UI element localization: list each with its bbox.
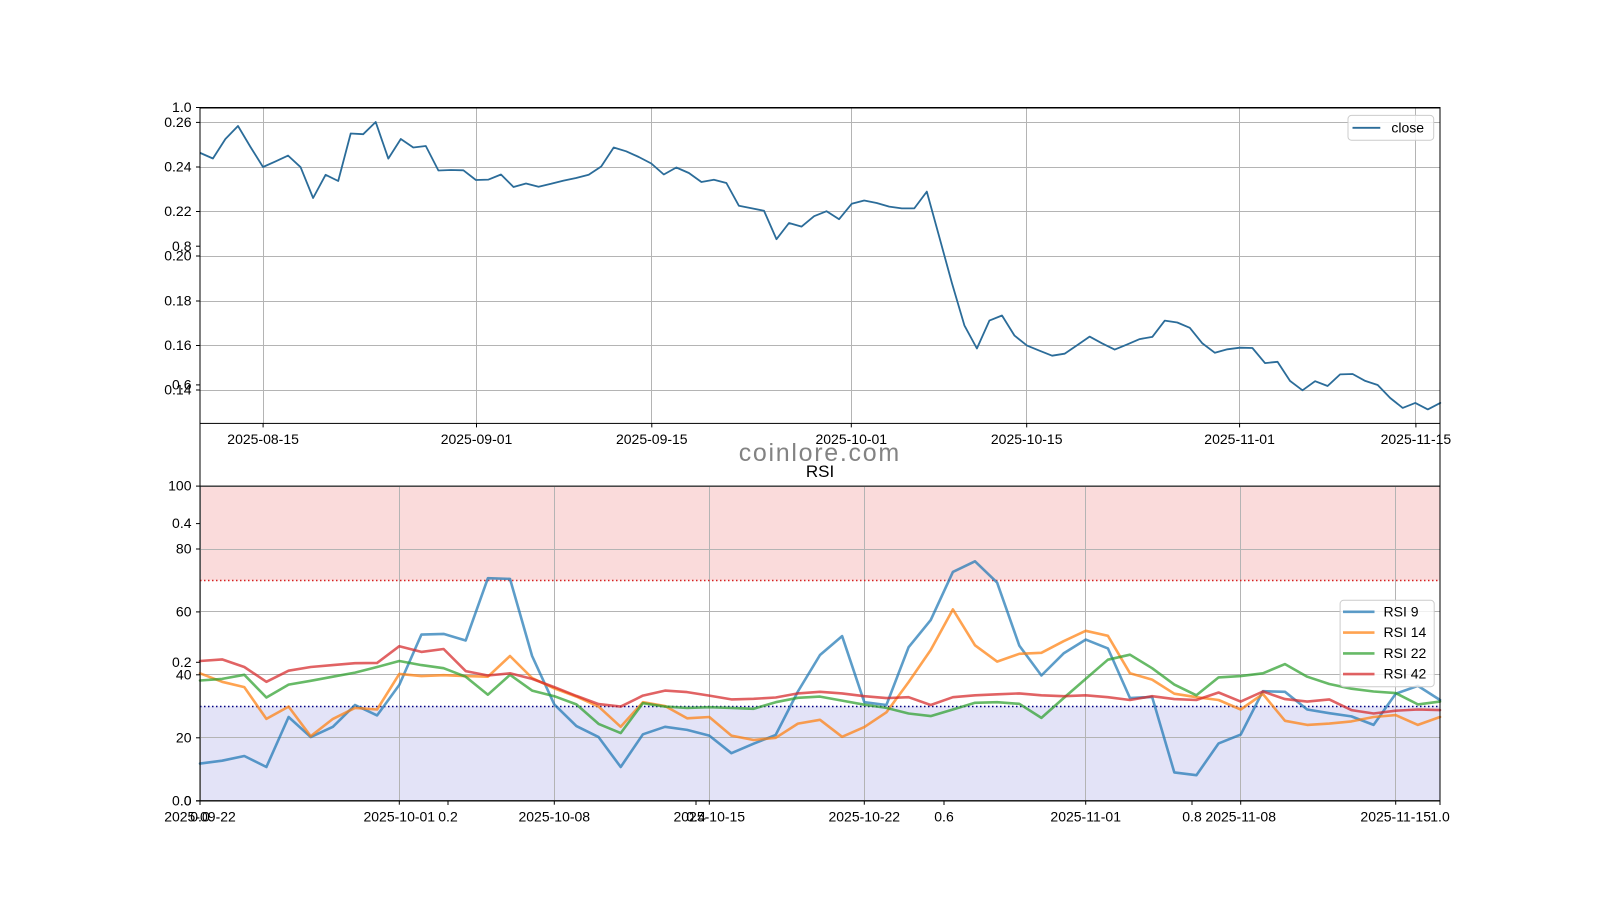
svg-text:RSI 14: RSI 14 xyxy=(1384,624,1427,640)
svg-text:20: 20 xyxy=(176,729,192,745)
svg-text:0.0: 0.0 xyxy=(190,809,210,825)
svg-text:0.8: 0.8 xyxy=(1182,809,1202,825)
svg-text:0: 0 xyxy=(184,792,192,808)
svg-text:2025-08-15: 2025-08-15 xyxy=(227,431,299,447)
svg-text:0.20: 0.20 xyxy=(164,248,191,264)
svg-text:2025-10-15: 2025-10-15 xyxy=(673,809,745,825)
svg-text:40: 40 xyxy=(176,666,192,682)
svg-text:0.6: 0.6 xyxy=(172,377,192,393)
svg-text:0.4: 0.4 xyxy=(686,809,706,825)
svg-text:0.2: 0.2 xyxy=(172,654,192,670)
svg-text:RSI: RSI xyxy=(806,462,834,481)
svg-text:1.0: 1.0 xyxy=(172,99,192,115)
svg-text:0.0: 0.0 xyxy=(172,793,192,809)
svg-text:2025-11-01: 2025-11-01 xyxy=(1050,809,1121,825)
svg-text:RSI 42: RSI 42 xyxy=(1384,666,1427,682)
svg-text:2025-10-01: 2025-10-01 xyxy=(363,809,435,825)
svg-text:0.16: 0.16 xyxy=(164,337,191,353)
svg-text:60: 60 xyxy=(176,604,192,620)
svg-text:2025-10-15: 2025-10-15 xyxy=(991,431,1063,447)
svg-text:0.18: 0.18 xyxy=(164,293,191,309)
svg-text:2025-10-22: 2025-10-22 xyxy=(828,809,900,825)
svg-text:RSI 9: RSI 9 xyxy=(1384,603,1419,619)
svg-text:1.0: 1.0 xyxy=(1430,809,1450,825)
svg-text:2025-09-01: 2025-09-01 xyxy=(441,431,513,447)
svg-text:2025-11-08: 2025-11-08 xyxy=(1205,809,1276,825)
svg-text:2025-10-08: 2025-10-08 xyxy=(518,809,590,825)
svg-text:2025-09-22: 2025-09-22 xyxy=(164,809,236,825)
svg-text:0.2: 0.2 xyxy=(438,809,458,825)
svg-text:coinlore.com: coinlore.com xyxy=(739,439,901,467)
svg-text:2025-10-01: 2025-10-01 xyxy=(815,431,887,447)
svg-text:close: close xyxy=(1391,119,1424,135)
svg-text:0.22: 0.22 xyxy=(164,203,191,219)
svg-text:0.14: 0.14 xyxy=(164,382,191,398)
svg-text:0.6: 0.6 xyxy=(934,809,954,825)
svg-text:0.24: 0.24 xyxy=(164,159,191,175)
svg-text:2025-11-01: 2025-11-01 xyxy=(1204,431,1275,447)
svg-text:100: 100 xyxy=(168,478,192,494)
svg-text:0.8: 0.8 xyxy=(172,238,192,254)
svg-text:RSI 22: RSI 22 xyxy=(1384,645,1427,661)
svg-text:2025-09-15: 2025-09-15 xyxy=(616,431,688,447)
svg-text:2025-11-15: 2025-11-15 xyxy=(1360,809,1431,825)
svg-text:0.26: 0.26 xyxy=(164,114,191,130)
svg-text:0.4: 0.4 xyxy=(172,515,192,531)
svg-text:80: 80 xyxy=(176,541,192,557)
svg-text:2025-11-15: 2025-11-15 xyxy=(1381,431,1452,447)
